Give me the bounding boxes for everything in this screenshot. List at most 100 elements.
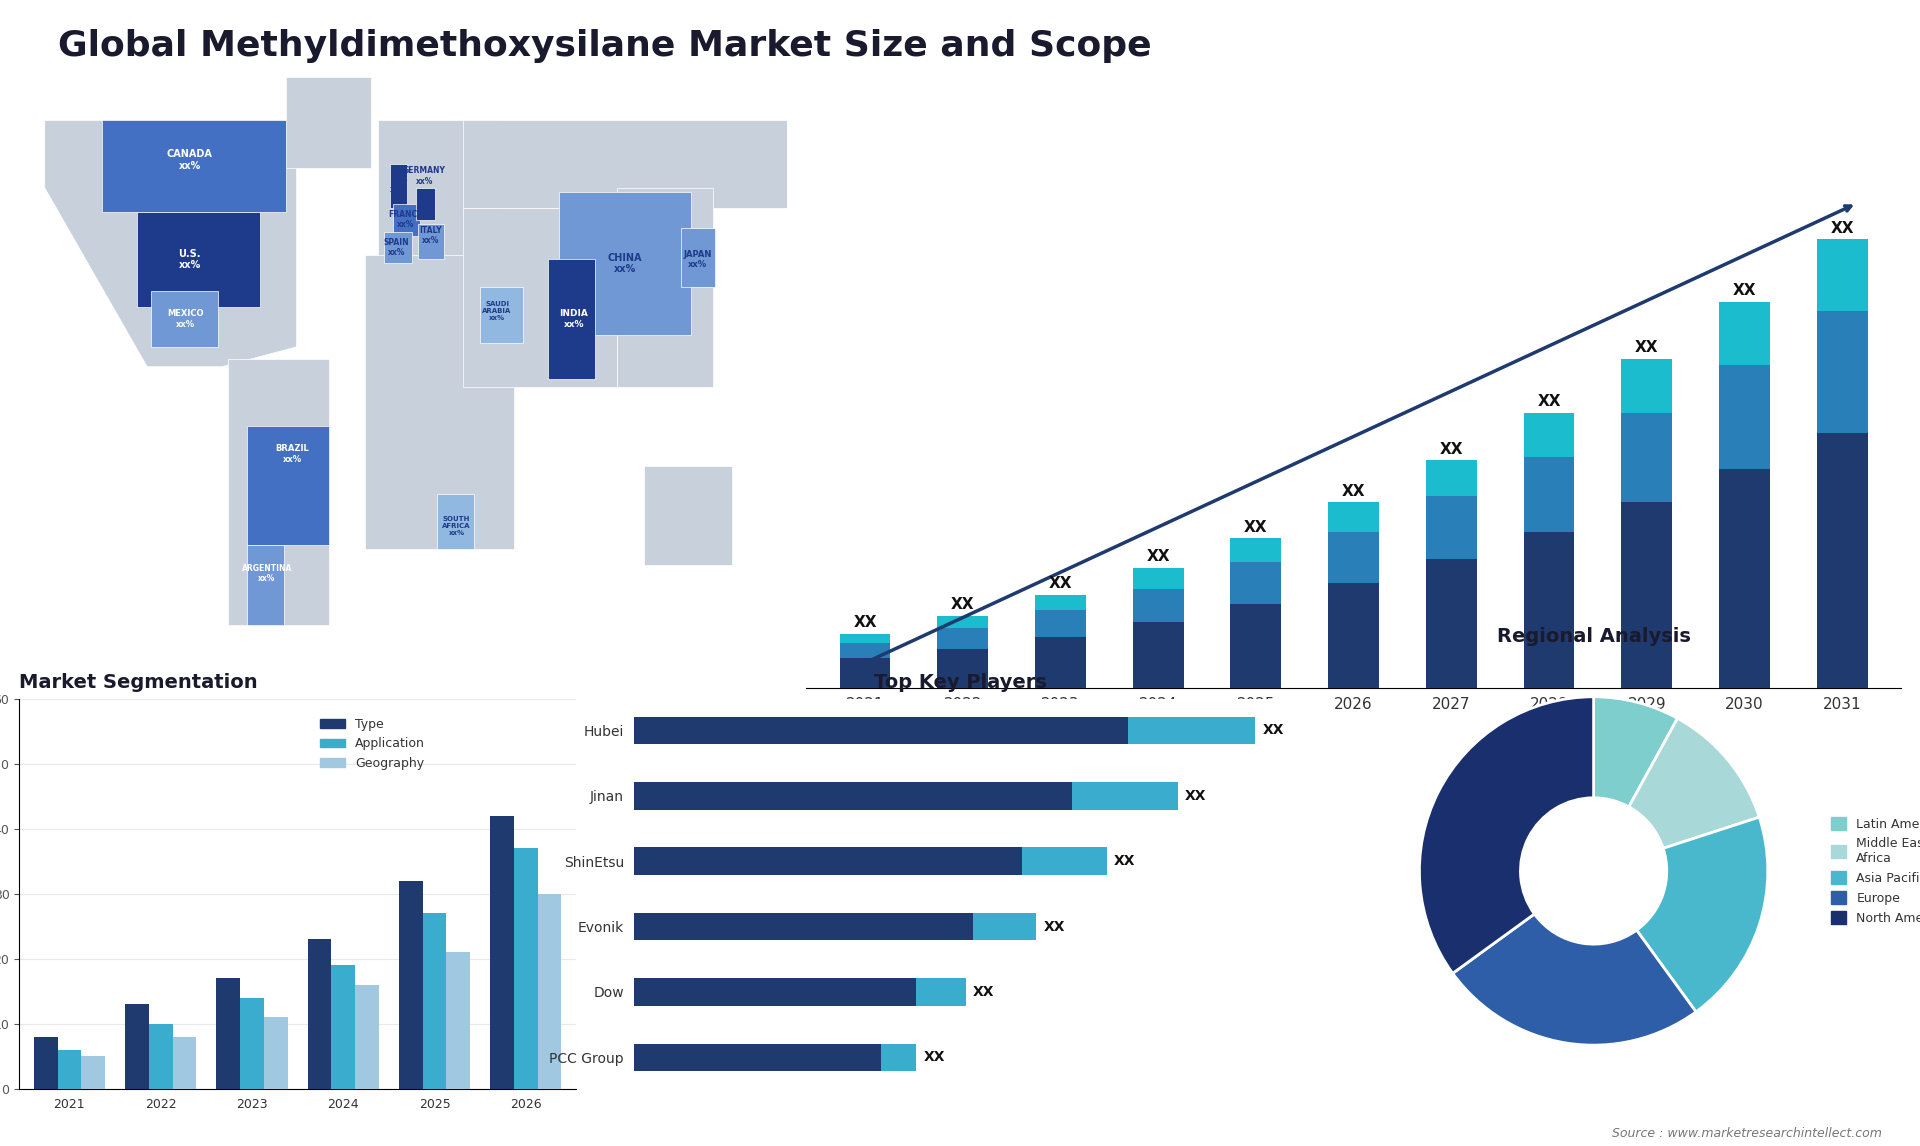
Bar [937, 649, 989, 688]
Text: Source : www.marketresearchintellect.com: Source : www.marketresearchintellect.com [1611, 1128, 1882, 1140]
Text: XX: XX [1048, 576, 1071, 591]
Text: XX: XX [1830, 220, 1855, 236]
Bar [634, 913, 973, 940]
Text: XX: XX [1261, 723, 1284, 738]
Bar [1035, 610, 1087, 637]
Text: XX: XX [924, 1050, 945, 1065]
Polygon shape [549, 259, 595, 378]
Text: U.K.
xx%: U.K. xx% [390, 174, 407, 194]
Polygon shape [392, 204, 420, 236]
Polygon shape [463, 120, 787, 207]
Text: Market Segmentation: Market Segmentation [19, 673, 257, 692]
Text: ITALY
xx%: ITALY xx% [420, 226, 442, 245]
Bar [173, 1037, 196, 1089]
Bar [307, 940, 332, 1089]
Bar [973, 913, 1037, 940]
Polygon shape [248, 426, 328, 545]
Bar [35, 1037, 58, 1089]
Bar [240, 998, 263, 1089]
Bar [1231, 562, 1281, 604]
Bar [263, 1018, 288, 1089]
Bar [217, 979, 240, 1089]
Text: XX: XX [1732, 283, 1757, 298]
Title: Top Key Players: Top Key Players [874, 673, 1046, 692]
Polygon shape [228, 359, 328, 625]
Polygon shape [480, 288, 522, 343]
Bar [1427, 461, 1476, 496]
Bar [634, 782, 1071, 809]
Wedge shape [1628, 719, 1759, 848]
Bar [1071, 782, 1177, 809]
Bar [634, 716, 1129, 744]
Polygon shape [680, 228, 714, 288]
Bar [1816, 240, 1868, 311]
Wedge shape [1419, 697, 1594, 973]
Bar [634, 1044, 881, 1072]
Bar [1816, 311, 1868, 433]
Text: GERMANY
xx%: GERMANY xx% [403, 166, 445, 186]
Bar [1524, 457, 1574, 532]
Text: BRAZIL
xx%: BRAZIL xx% [275, 445, 309, 464]
Bar [634, 848, 1021, 874]
Bar [839, 658, 891, 688]
Polygon shape [102, 120, 286, 212]
Bar [1427, 496, 1476, 559]
Polygon shape [286, 77, 371, 168]
Text: FRANCE
xx%: FRANCE xx% [388, 210, 422, 229]
Text: XX: XX [1244, 519, 1267, 534]
Bar [1129, 716, 1256, 744]
Bar [937, 628, 989, 649]
Text: XX: XX [1342, 484, 1365, 499]
Text: INDIA
xx%: INDIA xx% [559, 309, 588, 329]
Bar [125, 1004, 150, 1089]
Bar [1133, 589, 1183, 622]
Bar [1620, 502, 1672, 688]
Bar [445, 952, 470, 1089]
Text: JAPAN
xx%: JAPAN xx% [684, 250, 712, 269]
Bar [881, 1044, 916, 1072]
Polygon shape [378, 120, 499, 272]
Polygon shape [248, 545, 284, 625]
Text: XX: XX [1146, 549, 1169, 565]
Bar [916, 979, 966, 1006]
Polygon shape [152, 291, 217, 347]
Polygon shape [136, 212, 261, 307]
Text: XX: XX [973, 984, 995, 999]
Bar [1329, 583, 1379, 688]
Bar [1718, 301, 1770, 364]
Wedge shape [1636, 817, 1768, 1012]
Polygon shape [417, 188, 436, 220]
Text: CANADA
xx%: CANADA xx% [167, 149, 213, 171]
Bar [1620, 359, 1672, 413]
Polygon shape [390, 164, 407, 207]
Bar [399, 881, 422, 1089]
Text: XX: XX [950, 597, 975, 612]
Text: SPAIN
xx%: SPAIN xx% [384, 238, 409, 257]
Bar [538, 894, 561, 1089]
Text: SAUDI
ARABIA
xx%: SAUDI ARABIA xx% [482, 301, 513, 321]
Text: Global Methyldimethoxysilane Market Size and Scope: Global Methyldimethoxysilane Market Size… [58, 29, 1152, 63]
Text: XX: XX [1440, 442, 1463, 457]
Polygon shape [365, 256, 515, 549]
Polygon shape [384, 231, 411, 264]
Bar [332, 965, 355, 1089]
Polygon shape [616, 188, 712, 386]
Bar [1718, 364, 1770, 470]
Bar [1620, 413, 1672, 502]
Bar [839, 643, 891, 658]
Text: ARGENTINA
xx%: ARGENTINA xx% [242, 564, 292, 583]
Polygon shape [645, 466, 732, 565]
Text: U.S.
xx%: U.S. xx% [179, 249, 202, 270]
Bar [1035, 637, 1087, 688]
Text: CHINA
xx%: CHINA xx% [609, 252, 643, 274]
Text: XX: XX [1114, 854, 1135, 869]
Bar [1231, 539, 1281, 562]
Text: XX: XX [852, 615, 877, 630]
Bar [1329, 502, 1379, 532]
Bar [58, 1050, 81, 1089]
Bar [1133, 622, 1183, 688]
Polygon shape [559, 191, 691, 335]
Bar [1427, 559, 1476, 688]
Bar [1816, 433, 1868, 688]
Bar [1231, 604, 1281, 688]
